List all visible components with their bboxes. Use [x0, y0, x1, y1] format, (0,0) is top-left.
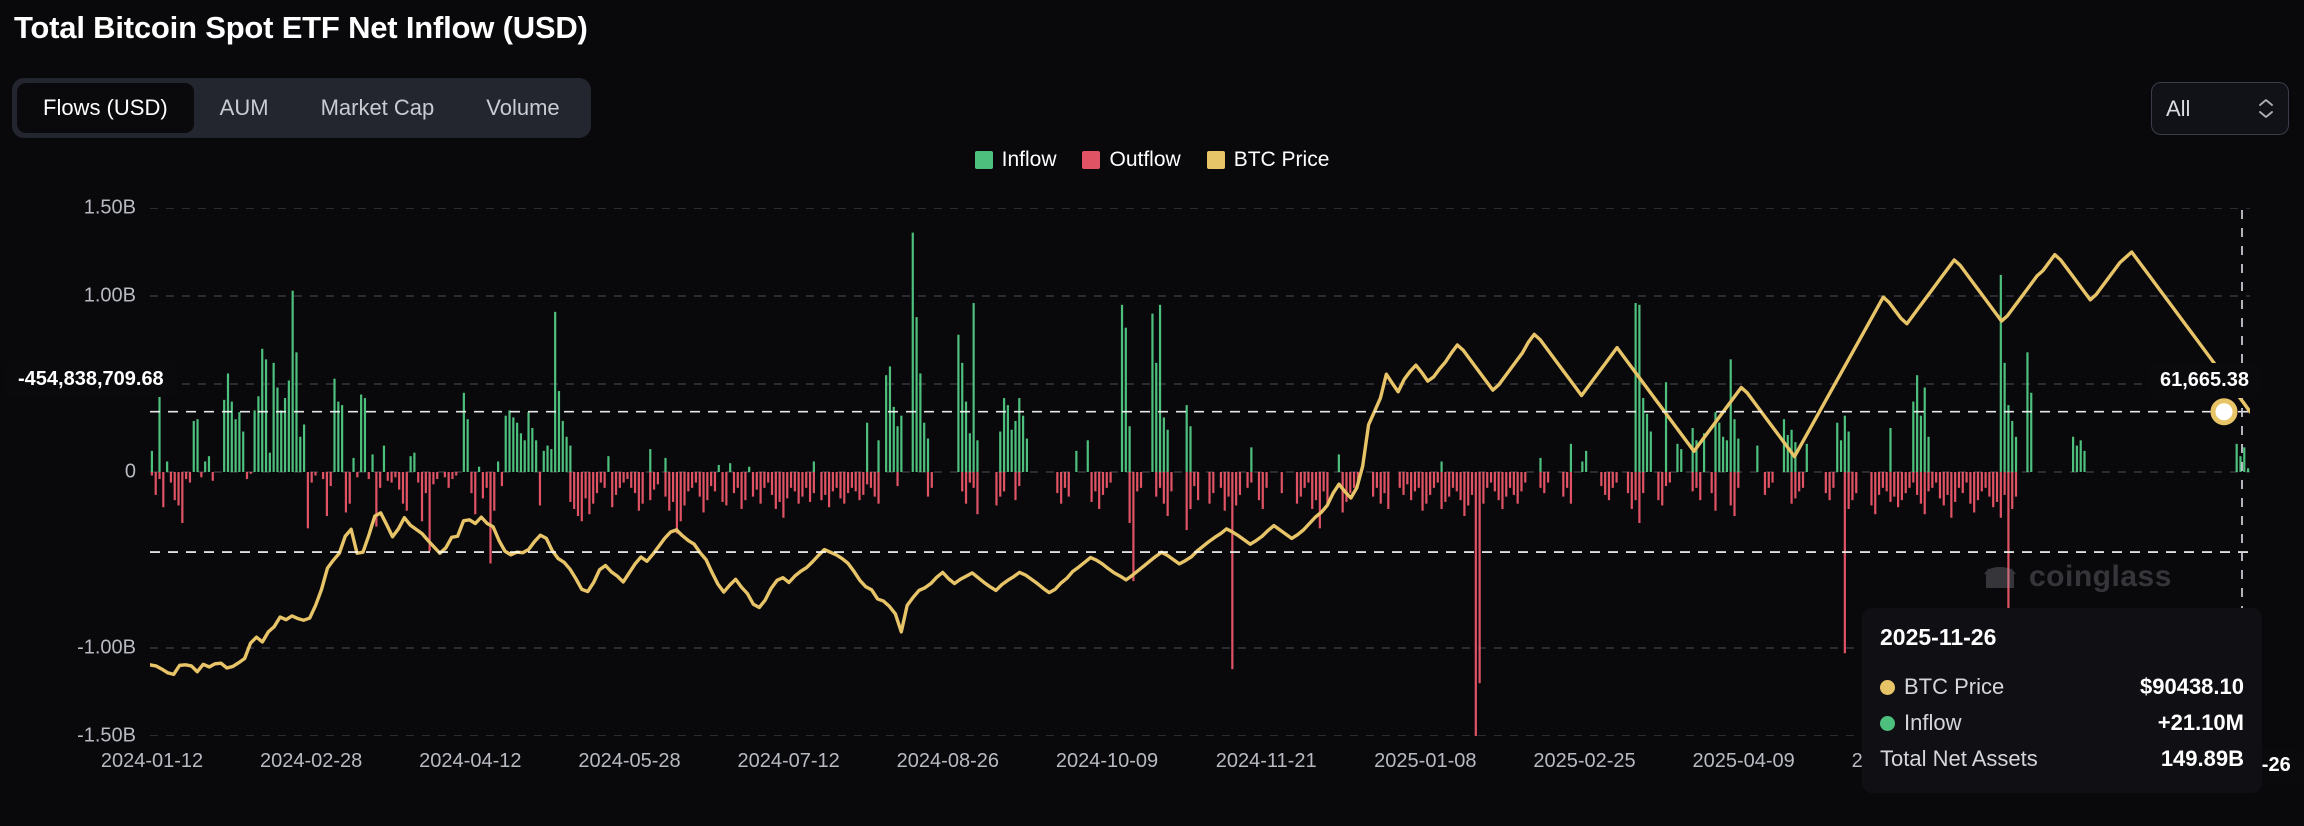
y-axis-tick: -1.00B — [77, 636, 136, 659]
tooltip-row-inflow: Inflow +21.10M — [1880, 705, 2244, 741]
legend-item-inflow[interactable]: Inflow — [974, 148, 1057, 172]
range-select-value: All — [2166, 95, 2191, 121]
chart-tooltip: 2025-11-26 BTC Price $90438.10 Inflow +2… — [1862, 608, 2262, 793]
tooltip-value-inflow: +21.10M — [2157, 710, 2244, 735]
tooltip-value-btc-price: $90438.10 — [2140, 674, 2244, 699]
legend-item-btc-price[interactable]: BTC Price — [1206, 148, 1330, 172]
x-axis-tick: 2024-11-21 — [1215, 750, 1317, 772]
page-title: Total Bitcoin Spot ETF Net Inflow (USD) — [14, 10, 588, 45]
x-axis-tick: 2024-02-28 — [260, 750, 363, 772]
range-select[interactable]: All — [2151, 82, 2289, 135]
x-axis-tick: 2024-05-28 — [578, 750, 681, 772]
tooltip-label-total-net-assets: Total Net Assets — [1880, 746, 2038, 771]
tab-aum[interactable]: AUM — [219, 95, 269, 120]
x-axis-tick: 2024-07-12 — [737, 750, 840, 772]
y-axis-tick: 1.00B — [83, 284, 136, 307]
inflow-dot-icon — [1880, 715, 1895, 731]
x-axis-tick: 2024-04-12 — [419, 750, 522, 772]
legend-item-outflow[interactable]: Outflow — [1082, 148, 1181, 172]
chevron-up-down-icon — [2258, 98, 2274, 119]
y-axis-tick: -1.50B — [77, 724, 136, 747]
tooltip-label-btc-price: BTC Price — [1904, 674, 2005, 699]
tooltip-date: 2025-11-26 — [1880, 624, 1997, 650]
tab-market-cap[interactable]: Market Cap — [320, 95, 435, 120]
chart-canvas — [150, 208, 2250, 736]
y-axis-tick: 1.50B — [83, 196, 136, 219]
right-price-marker: 61,665.38 — [2148, 363, 2261, 398]
tooltip-value-total-net-assets: 149.89B — [2160, 746, 2244, 771]
chart-tabs: Flows (USD) AUM Market Cap Volume — [12, 78, 591, 138]
btc-price-dot-icon — [1880, 679, 1895, 695]
legend-label-outflow: Outflow — [1109, 148, 1181, 171]
x-axis-tick: 2025-04-09 — [1692, 750, 1795, 772]
x-axis-tick: 2024-08-26 — [896, 750, 999, 772]
y-axis-tick: 0 — [124, 460, 136, 483]
inflow-swatch-icon — [974, 151, 993, 169]
btc-price-swatch-icon — [1206, 151, 1225, 169]
x-axis-tick: 2024-10-09 — [1055, 750, 1159, 772]
outflow-swatch-icon — [1082, 151, 1101, 169]
x-axis-tick: 2024-01-12 — [100, 750, 204, 772]
tab-flows-usd[interactable]: Flows (USD) — [17, 83, 194, 133]
tooltip-label-inflow: Inflow — [1904, 710, 1962, 735]
chart-plot-area[interactable] — [150, 208, 2250, 736]
legend-label-inflow: Inflow — [1001, 148, 1057, 171]
left-price-marker: -454,838,709.68 — [6, 362, 176, 397]
tooltip-row-total-net-assets: Total Net Assets 149.89B — [1880, 741, 2244, 777]
chart-legend: Inflow Outflow BTC Price — [0, 148, 2304, 172]
legend-label-btc-price: BTC Price — [1233, 148, 1330, 171]
x-axis-tick: 2025-02-25 — [1533, 750, 1636, 772]
tooltip-row-btc-price: BTC Price $90438.10 — [1880, 669, 2244, 705]
x-axis-tick: 2025-01-08 — [1374, 750, 1477, 772]
tab-volume[interactable]: Volume — [486, 95, 560, 120]
